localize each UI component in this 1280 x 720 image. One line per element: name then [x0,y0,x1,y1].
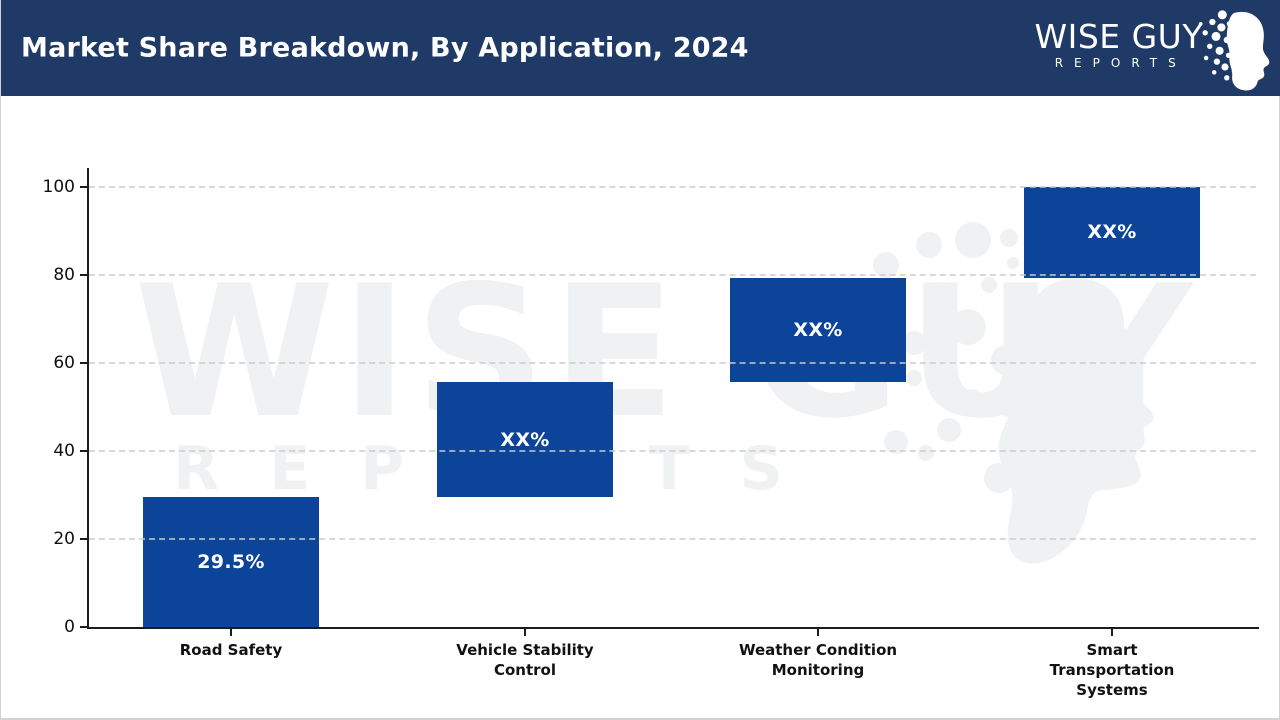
y-tick-mark-60 [80,362,88,364]
y-tick-label-0: 0 [64,617,75,637]
bar-value-label: XX% [1087,221,1137,244]
y-tick-label-60: 60 [53,353,75,373]
wiseguy-logo: WISE GUY REPORTS [1021,0,1271,96]
y-tick-label-80: 80 [53,265,75,285]
bar-segment[interactable]: 29.5% [143,497,319,627]
gridline-60 [89,362,1256,364]
watermark-face-icon [873,222,1154,564]
x-tick-mark-2 [817,629,819,636]
wiseguy-logo-text: WISE GUY REPORTS [1034,17,1203,71]
gridline-40 [89,450,1256,452]
x-tick-mark-0 [230,629,232,636]
header-bar: Market Share Breakdown, By Application, … [1,0,1280,96]
bar-value-label: 29.5% [197,551,265,574]
x-category-label: Smart Transportation Systems [1049,641,1175,699]
logo-subtitle: REPORTS [1054,56,1187,70]
y-tick-mark-40 [80,450,88,452]
gridline-80 [89,274,1256,276]
chart-title: Market Share Breakdown, By Application, … [21,32,749,64]
bar-value-label: XX% [793,318,843,341]
y-tick-label-40: 40 [53,441,75,461]
y-tick-mark-100 [80,186,88,188]
gridline-20 [89,538,1256,540]
x-tick-mark-1 [524,629,526,636]
x-tick-mark-3 [1111,629,1113,636]
bar-segment[interactable]: XX% [730,277,906,382]
y-axis-line [87,168,89,629]
gridline-100 [89,186,1256,188]
y-tick-mark-80 [80,274,88,276]
bar-value-label: XX% [500,428,550,451]
y-tick-label-20: 20 [53,529,75,549]
y-tick-mark-20 [80,538,88,540]
y-tick-mark-0 [80,626,88,628]
wiseguy-face-icon [1198,10,1270,91]
y-tick-label-100: 100 [42,177,75,197]
x-axis-line [87,627,1259,629]
x-category-label: Weather Condition Monitoring [738,641,898,679]
x-category-label: Road Safety [179,641,283,659]
x-category-label: Vehicle Stability Control [456,641,594,679]
bar-segment[interactable]: XX% [437,381,613,498]
bar-segment[interactable]: XX% [1024,187,1200,278]
logo-wordmark: WISE GUY [1034,17,1203,56]
